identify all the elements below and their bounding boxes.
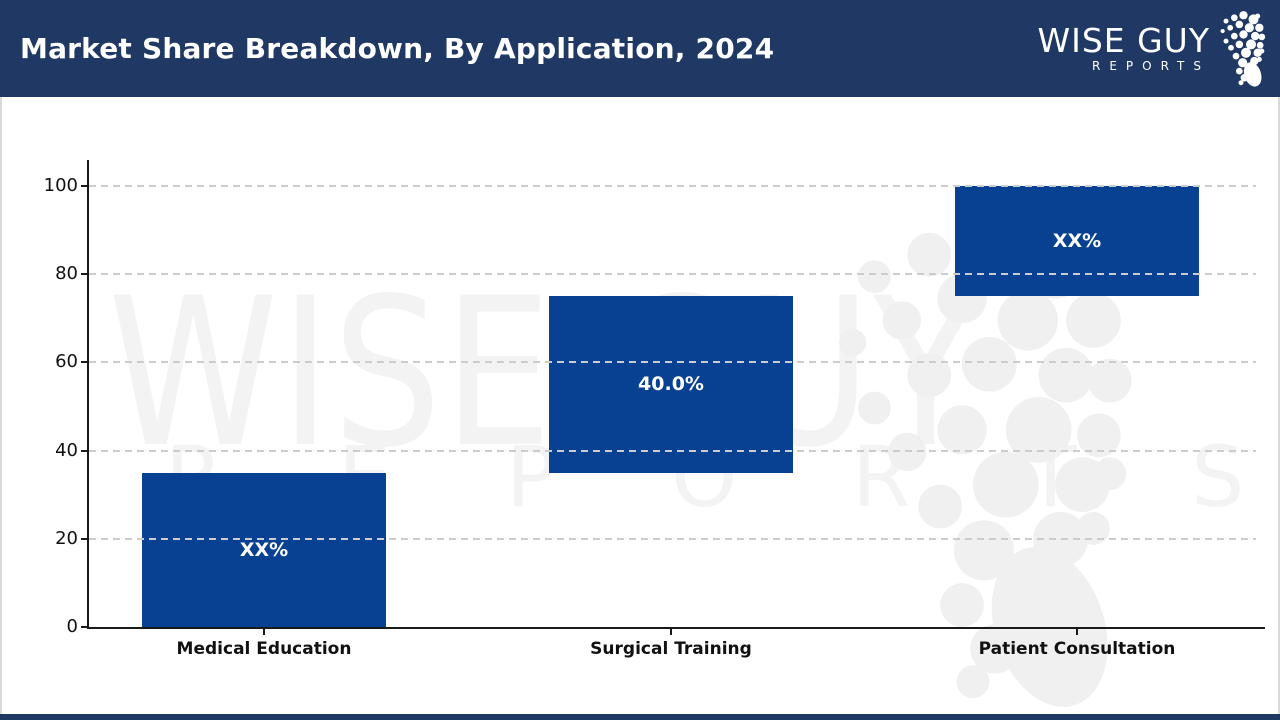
brand-text: WISE GUY REPORTS: [1037, 21, 1210, 74]
gridline-60: [89, 361, 1256, 364]
brand-wiseguy-label: WISE GUY: [1037, 21, 1210, 60]
footer-bar: [0, 714, 1280, 720]
value-label: XX%: [1052, 230, 1102, 253]
y-tick-label: 100: [43, 175, 78, 196]
gridline-100: [89, 185, 1256, 187]
y-tick-label: 80: [55, 263, 78, 285]
x-tick-mark: [263, 629, 265, 635]
right-border: [1278, 97, 1280, 714]
brand-logo: WISE GUY REPORTS: [1037, 9, 1266, 89]
watermark-wiseguy-text: WISE GUY: [108, 255, 981, 493]
x-axis-line: [87, 627, 1265, 629]
y-axis-line: [87, 160, 89, 629]
y-tick-label: 20: [55, 527, 78, 549]
x-category-label: Medical Education: [176, 639, 352, 659]
gridline-20: [89, 537, 1256, 540]
x-tick-mark: [670, 629, 672, 635]
y-tick-mark: [81, 537, 87, 540]
plot-area: 0 20 40 60 80 100 XX% Medical Education 40.0% Sur…: [0, 97, 1280, 714]
left-border: [0, 97, 2, 714]
bar-2: 40.0%: [549, 296, 793, 473]
y-tick-mark: [81, 273, 87, 276]
y-tick-label: 0: [66, 616, 78, 637]
bar-1: XX%: [142, 472, 386, 627]
bar-3: XX%: [955, 186, 1199, 297]
x-category-label: Surgical Training: [590, 639, 752, 659]
value-label: XX%: [239, 538, 289, 561]
y-tick-label: 60: [55, 351, 78, 373]
y-tick-mark: [81, 185, 87, 187]
gridline-80: [89, 273, 1256, 276]
value-label: 40.0%: [638, 373, 704, 396]
x-tick-mark: [1076, 629, 1078, 635]
y-tick-mark: [81, 449, 87, 452]
x-category-label: Patient Consultation: [978, 639, 1176, 659]
page-title: Market Share Breakdown, By Application, …: [20, 32, 775, 65]
y-tick-label: 40: [55, 439, 78, 461]
y-tick-mark: [81, 626, 87, 628]
brand-face-icon: [1220, 10, 1266, 87]
gridline-40: [89, 449, 1256, 452]
brand-reports-label: REPORTS: [1091, 59, 1210, 73]
y-tick-mark: [81, 361, 87, 364]
header-bar: Market Share Breakdown, By Application, …: [0, 0, 1280, 97]
